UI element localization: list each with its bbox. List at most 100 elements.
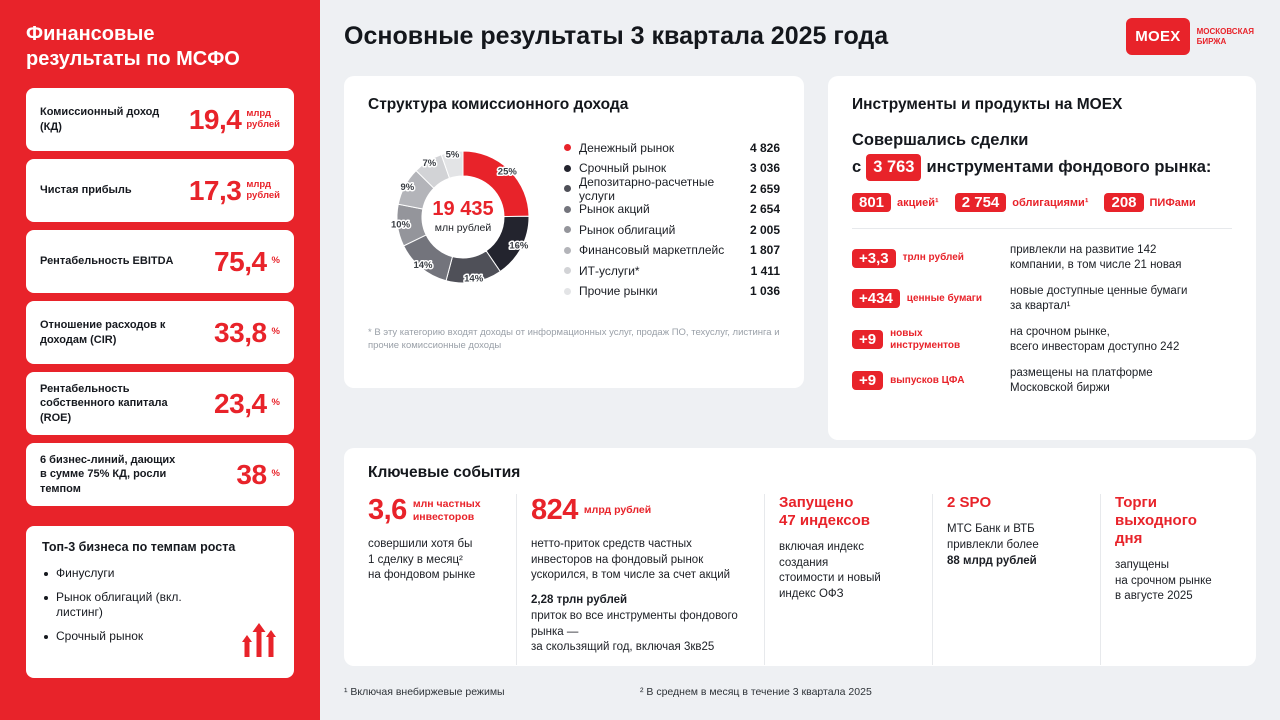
legend-bullet	[564, 185, 571, 193]
event-big-unit: млрд рублей	[583, 504, 652, 517]
metric-card-2: Рентабельность EBITDA 75,4%	[26, 230, 294, 293]
instruments-divider	[852, 228, 1232, 230]
top3-card: Топ-3 бизнеса по темпам роста Финуслуги Р…	[26, 526, 294, 678]
instrument-chip-label: облигациями¹	[1012, 196, 1089, 209]
metric-card-4: Рентабельность собственного капитала (RO…	[26, 372, 294, 435]
donut-percent-label: 7%	[423, 158, 437, 169]
legend-row-3: Рынок акций 2 654	[564, 199, 780, 220]
metric-label: Отношение расходов к доходам (CIR)	[40, 319, 166, 346]
fee-structure-title: Структура комиссионного дохода	[368, 96, 629, 113]
instrument-row-desc: новые доступные ценные бумаги за квартал…	[1010, 285, 1188, 312]
metric-unit: млрд рублей	[246, 178, 280, 201]
legend-value: 1 036	[749, 284, 780, 299]
donut-wrap: 25% 16% 14% 14% 10% 9% 7% 5% 19 435 млн рублей	[368, 122, 564, 317]
legend-label: Депозитарно-расчетные услуги	[579, 174, 715, 203]
event-text: 88 млрд рублей	[947, 555, 1037, 568]
metric-number: 75,4	[214, 245, 267, 277]
event-text: совершили хотя бы 1 сделку в месяц² на ф…	[368, 538, 476, 582]
legend-value: 4 826	[749, 140, 780, 155]
event-text: приток во все инструменты фондового рынк…	[531, 610, 738, 654]
event-col-1: 824 млрд рублей нетто-приток средств частн…	[516, 494, 764, 665]
metric-unit: %	[271, 326, 280, 338]
instrument-chip-value: 801	[852, 193, 892, 213]
legend-bullet	[564, 246, 571, 254]
moex-logo-caption: МОСКОВСКАЯ БИРЖА	[1196, 26, 1254, 46]
donut-percent-label: 9%	[400, 182, 414, 193]
instrument-chip-group-1: 2 754 облигациями¹	[954, 193, 1089, 213]
instrument-row-unit: выпусков ЦФА	[890, 374, 965, 386]
event-text: включая индекс создания стоимости и новы…	[779, 541, 881, 600]
instrument-chip-group-2: 208 ПИФами	[1104, 193, 1196, 213]
legend-value: 2 654	[749, 202, 780, 217]
donut-percent-label: 16%	[509, 241, 529, 252]
page-title: Основные результаты 3 квартала 2025 года	[344, 22, 889, 50]
legend-row-1: Срочный рынок 3 036	[564, 158, 780, 179]
instrument-row-chip: +9	[852, 330, 884, 350]
instrument-row-0: +3,3 трлн рублей привлекли на развитие 142…	[852, 243, 1232, 273]
growth-arrows-icon	[240, 623, 278, 664]
legend-bullet	[564, 144, 571, 152]
metric-label: Комиссионный доход (КД)	[40, 106, 160, 133]
donut-center-unit: млн рублей	[435, 222, 492, 234]
donut-chart: 25% 16% 14% 14% 10% 9% 7% 5% 19 435 млн рублей	[390, 148, 531, 286]
instrument-row-left: +9 выпусков ЦФА	[852, 371, 1010, 391]
metric-unit: %	[271, 397, 280, 409]
top3-item: Финуслуги	[42, 566, 192, 582]
metric-label: Рентабельность собственного капитала (RO…	[40, 383, 168, 424]
instrument-row-chip: +434	[852, 289, 900, 309]
legend-label: Финансовый маркетплейс	[579, 243, 725, 258]
sidebar-metrics: Комиссионный доход (КД) 19,4 млрд рублей Чис…	[26, 88, 294, 506]
event-big-unit: млн частных инвесторов	[412, 498, 481, 523]
metric-card-1: Чистая прибыль 17,3 млрд рублей	[26, 159, 294, 222]
instrument-row-left: +3,3 трлн рублей	[852, 248, 1010, 268]
instruments-title: Инструменты и продукты на MOEX	[852, 96, 1123, 113]
instrument-row-left: +434 ценные бумаги	[852, 289, 1010, 309]
metric-number: 23,4	[214, 387, 267, 419]
donut-center-value: 19 435	[432, 198, 493, 220]
top3-list: Финуслуги Рынок облигаций (вкл. листинг) С…	[42, 566, 278, 644]
metric-card-0: Комиссионный доход (КД) 19,4 млрд рублей	[26, 88, 294, 151]
moex-logo: MOEX МОСКОВСКАЯ БИРЖА	[1126, 18, 1254, 55]
chart-footnote: * В эту категорию входят доходы от инфор…	[368, 327, 780, 351]
metric-number: 38	[236, 458, 267, 490]
donut-percent-label: 14%	[413, 260, 433, 271]
legend-bullet	[564, 267, 571, 275]
metric-card-5: 6 бизнес-линий, дающих в сумме 75% КД, р…	[26, 443, 294, 506]
instrument-row-desc: на срочном рынке, всего инвесторам досту…	[1010, 325, 1180, 353]
instrument-row-3: +9 выпусков ЦФА размещены на платформе Мос…	[852, 366, 1232, 396]
donut-percent-label: 14%	[464, 274, 484, 285]
legend-row-7: Прочие рынки 1 036	[564, 281, 780, 302]
sidebar: Финансовые результаты по МСФО Комиссионн…	[0, 0, 320, 720]
event-col-3: 2 SPO МТС Банк и ВТБ привлекли более 88 мл…	[932, 494, 1100, 665]
metric-unit: %	[271, 468, 280, 480]
instrument-row-2: +9 новых инструментов на срочном рынке, вс…	[852, 325, 1232, 355]
metric-value: 33,8%	[214, 317, 280, 349]
event-big-row: 3,6 млн частных инвесторов	[368, 494, 502, 527]
metric-number: 17,3	[188, 174, 242, 206]
top3-item: Рынок облигаций (вкл. листинг)	[42, 590, 192, 621]
legend-label: Рынок акций	[579, 202, 650, 217]
event-heading: 2 SPO	[947, 494, 992, 511]
metric-value: 75,4%	[214, 246, 280, 278]
legend-value: 2 659	[749, 181, 780, 196]
legend-label: Рынок облигаций	[579, 222, 676, 237]
top3-item: Срочный рынок	[42, 629, 192, 645]
legend-bullet	[564, 164, 571, 172]
instrument-chip-value: 208	[1104, 193, 1144, 213]
legend-value: 1 411	[750, 263, 780, 278]
metric-card-3: Отношение расходов к доходам (CIR) 33,8%	[26, 301, 294, 364]
event-big-row: 824 млрд рублей	[531, 494, 750, 527]
metric-unit: %	[271, 255, 280, 267]
legend-label: ИТ-услуги*	[579, 263, 640, 278]
event-heading: Торги выходного дня	[1115, 494, 1197, 547]
legend-row-5: Финансовый маркетплейс 1 807	[564, 240, 780, 261]
fee-structure-card: Структура комиссионного дохода 25% 16% 14%…	[344, 76, 804, 388]
event-heading: Запущено 47 индексов	[779, 494, 871, 529]
event-big-number: 824	[531, 494, 578, 526]
legend-label: Срочный рынок	[579, 161, 667, 176]
key-events-title: Ключевые события	[368, 464, 521, 481]
legend-bullet	[564, 226, 571, 234]
donut-percent-label: 25%	[498, 167, 518, 178]
